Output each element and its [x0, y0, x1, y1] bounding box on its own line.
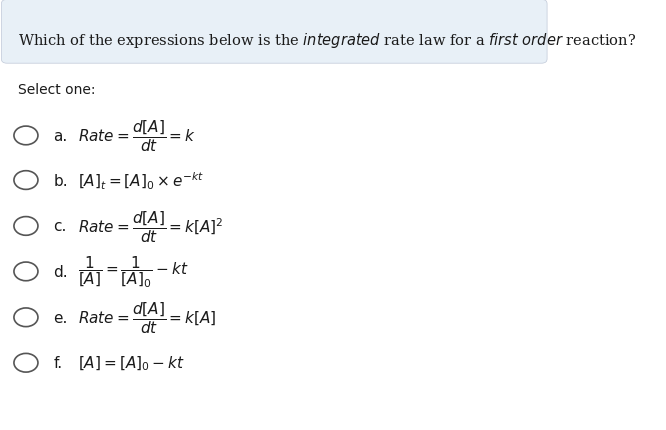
Text: c.: c. — [53, 219, 67, 234]
Text: $\mathit{Rate} = \dfrac{d[A]}{dt} = k[A]^2$: $\mathit{Rate} = \dfrac{d[A]}{dt} = k[A]… — [78, 209, 223, 244]
Text: d.: d. — [53, 264, 68, 279]
Text: $\mathit{Rate} = \dfrac{d[A]}{dt} = k$: $\mathit{Rate} = \dfrac{d[A]}{dt} = k$ — [78, 118, 196, 154]
Text: $[A]_t = [A]_0 \times e^{-kt}$: $[A]_t = [A]_0 \times e^{-kt}$ — [78, 170, 204, 191]
Text: f.: f. — [53, 356, 63, 370]
Text: $\mathit{Rate} = \dfrac{d[A]}{dt} = k[A]$: $\mathit{Rate} = \dfrac{d[A]}{dt} = k[A]… — [78, 300, 216, 335]
Text: $\dfrac{1}{[A]} = \dfrac{1}{[A]_0} - kt$: $\dfrac{1}{[A]} = \dfrac{1}{[A]_0} - kt$ — [78, 254, 188, 289]
Text: Select one:: Select one: — [18, 83, 95, 96]
FancyBboxPatch shape — [1, 0, 547, 64]
Text: $[A] = [A]_0 - kt$: $[A] = [A]_0 - kt$ — [78, 354, 184, 372]
Text: Which of the expressions below is the $\it{integrated}$ rate law for a $\it{firs: Which of the expressions below is the $\… — [18, 31, 636, 50]
Text: b.: b. — [53, 173, 68, 188]
Text: e.: e. — [53, 310, 68, 325]
Text: a.: a. — [53, 129, 67, 144]
